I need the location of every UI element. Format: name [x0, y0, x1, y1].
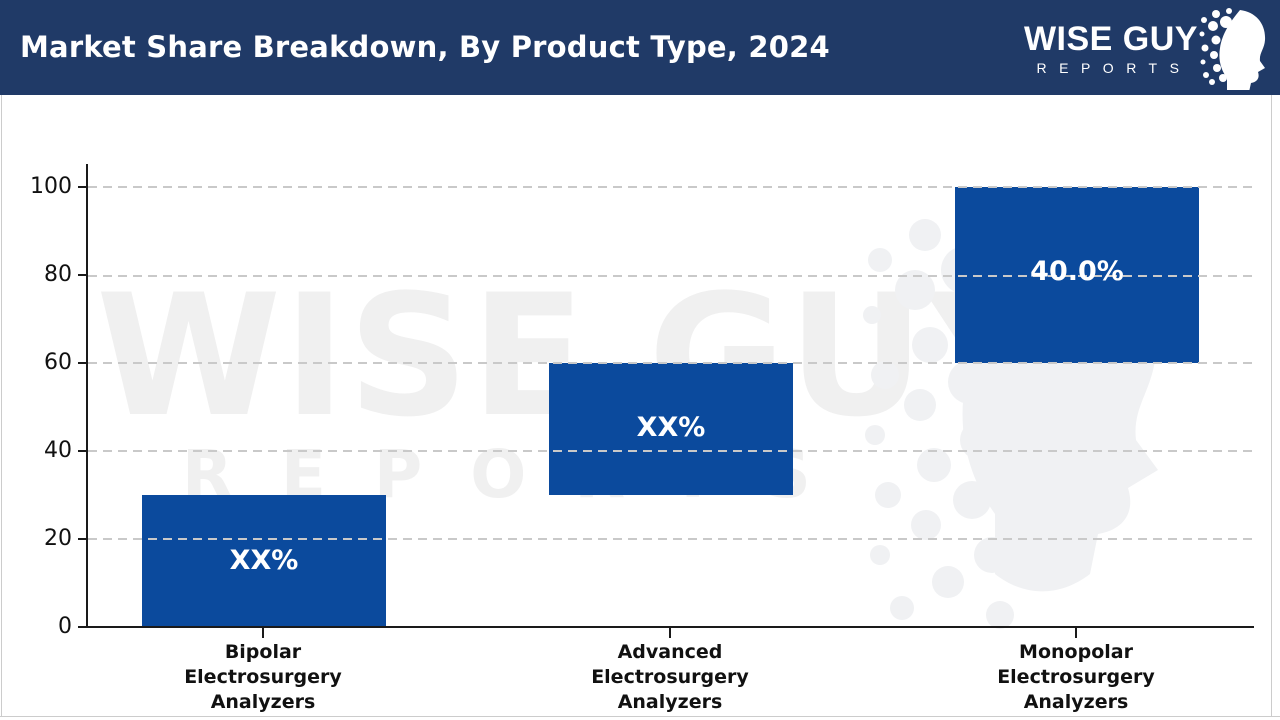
bottom-border-line [0, 716, 1280, 717]
x-tick-monopolar [1075, 628, 1077, 638]
y-tick-label-80: 80 [44, 262, 72, 287]
x-category-label-advanced: Advanced Electrosurgery Analyzers [591, 641, 749, 713]
x-tick-advanced [669, 628, 671, 638]
wise-guy-logo: WISE GUY REPORTS [1008, 6, 1268, 90]
y-tick-label-100: 100 [30, 174, 72, 199]
x-axis-line [86, 626, 1254, 628]
right-border-line [1271, 95, 1272, 717]
gridline-20 [88, 538, 1254, 540]
y-axis-line [86, 164, 88, 628]
x-category-label-monopolar: Monopolar Electrosurgery Analyzers [997, 641, 1155, 713]
bar-value-label-bipolar: XX% [229, 545, 299, 576]
header-band: Market Share Breakdown, By Product Type,… [0, 0, 1280, 95]
y-tick-label-20: 20 [44, 526, 72, 551]
x-tick-bipolar [262, 628, 264, 638]
left-border-line [1, 95, 2, 717]
wise-guy-face-icon [1199, 8, 1266, 90]
y-tick-60 [78, 362, 86, 364]
y-tick-label-60: 60 [44, 350, 72, 375]
gridline-80 [88, 275, 1254, 277]
gridline-60 [88, 362, 1254, 364]
y-tick-20 [78, 538, 86, 540]
y-tick-label-0: 0 [58, 614, 72, 639]
y-tick-100 [78, 186, 86, 188]
y-tick-80 [78, 274, 86, 276]
bar-bipolar [142, 495, 386, 627]
gridline-100 [88, 186, 1254, 188]
logo-subtitle: REPORTS [1036, 60, 1192, 76]
y-tick-label-40: 40 [44, 438, 72, 463]
x-category-label-bipolar: Bipolar Electrosurgery Analyzers [184, 641, 342, 713]
y-tick-40 [78, 450, 86, 452]
bar-advanced [549, 363, 793, 495]
y-tick-0 [78, 626, 86, 628]
page-title: Market Share Breakdown, By Product Type,… [20, 30, 830, 64]
bar-value-label-monopolar: 40.0% [1030, 256, 1124, 287]
wise-guy-logo-text: WISE GUY REPORTS [1024, 20, 1198, 76]
gridline-40 [88, 450, 1254, 452]
bar-value-label-advanced: XX% [636, 412, 706, 443]
logo-wordmark: WISE GUY [1023, 20, 1198, 58]
